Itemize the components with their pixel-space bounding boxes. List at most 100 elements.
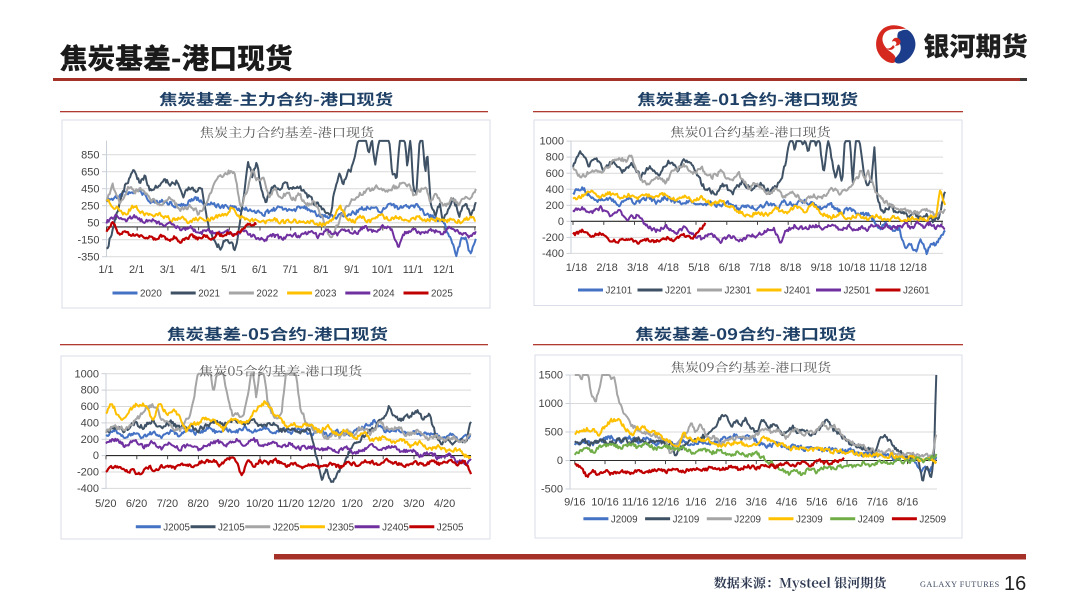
svg-text:5/18: 5/18 bbox=[688, 262, 709, 274]
svg-text:600: 600 bbox=[81, 401, 99, 413]
svg-text:5/20: 5/20 bbox=[95, 498, 116, 510]
svg-text:11/18: 11/18 bbox=[869, 262, 896, 274]
svg-text:200: 200 bbox=[546, 200, 564, 212]
svg-text:250: 250 bbox=[81, 200, 99, 212]
svg-text:7/1: 7/1 bbox=[283, 264, 298, 276]
svg-text:1/20: 1/20 bbox=[341, 498, 362, 510]
svg-text:1/18: 1/18 bbox=[566, 262, 587, 274]
svg-text:J2301: J2301 bbox=[725, 286, 752, 297]
svg-text:50: 50 bbox=[87, 217, 99, 229]
svg-text:800: 800 bbox=[546, 152, 564, 164]
svg-text:10/18: 10/18 bbox=[838, 262, 866, 274]
svg-text:J2209: J2209 bbox=[734, 514, 761, 525]
svg-text:J2509: J2509 bbox=[919, 514, 946, 525]
svg-text:12/20: 12/20 bbox=[308, 498, 336, 510]
svg-text:J2005: J2005 bbox=[163, 522, 190, 533]
svg-text:600: 600 bbox=[546, 168, 564, 180]
svg-text:J2105: J2105 bbox=[218, 522, 245, 533]
svg-text:J2309: J2309 bbox=[796, 514, 823, 525]
svg-text:6/1: 6/1 bbox=[252, 264, 267, 276]
svg-text:3/1: 3/1 bbox=[160, 264, 175, 276]
svg-text:J2305: J2305 bbox=[327, 522, 354, 533]
svg-text:4/16: 4/16 bbox=[776, 497, 797, 509]
svg-text:800: 800 bbox=[81, 385, 99, 397]
svg-text:9/1: 9/1 bbox=[344, 264, 359, 276]
svg-text:4/18: 4/18 bbox=[658, 262, 679, 274]
svg-text:-500: -500 bbox=[541, 484, 563, 496]
svg-text:J2501: J2501 bbox=[844, 286, 871, 297]
svg-text:2020: 2020 bbox=[140, 289, 162, 300]
svg-text:2/18: 2/18 bbox=[596, 262, 617, 274]
svg-text:-350: -350 bbox=[77, 251, 99, 263]
svg-text:0: 0 bbox=[93, 450, 99, 462]
svg-text:7/18: 7/18 bbox=[749, 262, 770, 274]
svg-text:200: 200 bbox=[81, 434, 99, 446]
svg-text:-200: -200 bbox=[77, 467, 99, 479]
svg-text:J2201: J2201 bbox=[665, 286, 692, 297]
svg-text:0: 0 bbox=[558, 216, 564, 228]
svg-text:1/1: 1/1 bbox=[98, 264, 113, 276]
svg-text:11/16: 11/16 bbox=[622, 497, 649, 509]
svg-text:6/16: 6/16 bbox=[836, 497, 857, 509]
svg-text:11/20: 11/20 bbox=[277, 498, 304, 510]
svg-text:J2109: J2109 bbox=[673, 514, 700, 525]
svg-text:8/18: 8/18 bbox=[780, 262, 801, 274]
svg-text:12/18: 12/18 bbox=[899, 262, 927, 274]
svg-text:5/16: 5/16 bbox=[806, 497, 827, 509]
svg-text:16: 16 bbox=[1004, 573, 1026, 595]
svg-text:12/16: 12/16 bbox=[652, 497, 680, 509]
svg-text:400: 400 bbox=[546, 184, 564, 196]
svg-text:7/16: 7/16 bbox=[867, 497, 888, 509]
svg-text:6/18: 6/18 bbox=[719, 262, 740, 274]
svg-text:2022: 2022 bbox=[256, 289, 278, 300]
svg-text:7/20: 7/20 bbox=[157, 498, 178, 510]
svg-text:GALAXY FUTURES: GALAXY FUTURES bbox=[920, 580, 1000, 589]
svg-text:J2405: J2405 bbox=[382, 522, 409, 533]
svg-text:8/20: 8/20 bbox=[187, 498, 208, 510]
svg-text:3/16: 3/16 bbox=[746, 497, 767, 509]
svg-text:850: 850 bbox=[81, 149, 99, 161]
svg-text:9/18: 9/18 bbox=[811, 262, 832, 274]
svg-text:10/20: 10/20 bbox=[246, 498, 274, 510]
svg-text:650: 650 bbox=[81, 166, 99, 178]
svg-text:6/20: 6/20 bbox=[126, 498, 147, 510]
svg-text:4/1: 4/1 bbox=[190, 264, 205, 276]
svg-text:J2505: J2505 bbox=[437, 522, 464, 533]
svg-text:10/1: 10/1 bbox=[372, 264, 393, 276]
svg-text:9/16: 9/16 bbox=[564, 497, 585, 509]
svg-text:J2101: J2101 bbox=[606, 286, 633, 297]
svg-text:-200: -200 bbox=[542, 232, 564, 244]
svg-text:400: 400 bbox=[81, 418, 99, 430]
svg-text:J2401: J2401 bbox=[784, 286, 811, 297]
svg-text:2021: 2021 bbox=[198, 289, 220, 300]
svg-text:-400: -400 bbox=[542, 248, 564, 260]
svg-text:2/20: 2/20 bbox=[372, 498, 393, 510]
svg-text:3/20: 3/20 bbox=[403, 498, 424, 510]
svg-text:1000: 1000 bbox=[75, 368, 99, 380]
svg-text:-400: -400 bbox=[77, 483, 99, 495]
svg-text:2023: 2023 bbox=[315, 289, 337, 300]
svg-text:2/1: 2/1 bbox=[129, 264, 144, 276]
svg-text:1500: 1500 bbox=[539, 370, 563, 382]
svg-text:2/16: 2/16 bbox=[715, 497, 736, 509]
svg-text:1/16: 1/16 bbox=[685, 497, 706, 509]
svg-text:450: 450 bbox=[81, 183, 99, 195]
svg-text:9/20: 9/20 bbox=[218, 498, 239, 510]
svg-text:2024: 2024 bbox=[373, 289, 395, 300]
svg-text:8/16: 8/16 bbox=[897, 497, 918, 509]
svg-text:1000: 1000 bbox=[540, 136, 564, 148]
svg-text:12/1: 12/1 bbox=[433, 264, 454, 276]
svg-text:5/1: 5/1 bbox=[221, 264, 236, 276]
svg-text:11/1: 11/1 bbox=[403, 264, 424, 276]
svg-text:0: 0 bbox=[557, 455, 563, 467]
svg-text:-150: -150 bbox=[77, 234, 99, 246]
svg-text:2025: 2025 bbox=[431, 289, 453, 300]
svg-text:500: 500 bbox=[545, 427, 563, 439]
svg-text:J2601: J2601 bbox=[903, 286, 930, 297]
svg-text:1000: 1000 bbox=[539, 398, 563, 410]
svg-text:10/16: 10/16 bbox=[591, 497, 619, 509]
svg-text:J2009: J2009 bbox=[611, 514, 638, 525]
svg-text:J2205: J2205 bbox=[273, 522, 300, 533]
svg-text:J2409: J2409 bbox=[858, 514, 885, 525]
svg-text:3/18: 3/18 bbox=[627, 262, 648, 274]
